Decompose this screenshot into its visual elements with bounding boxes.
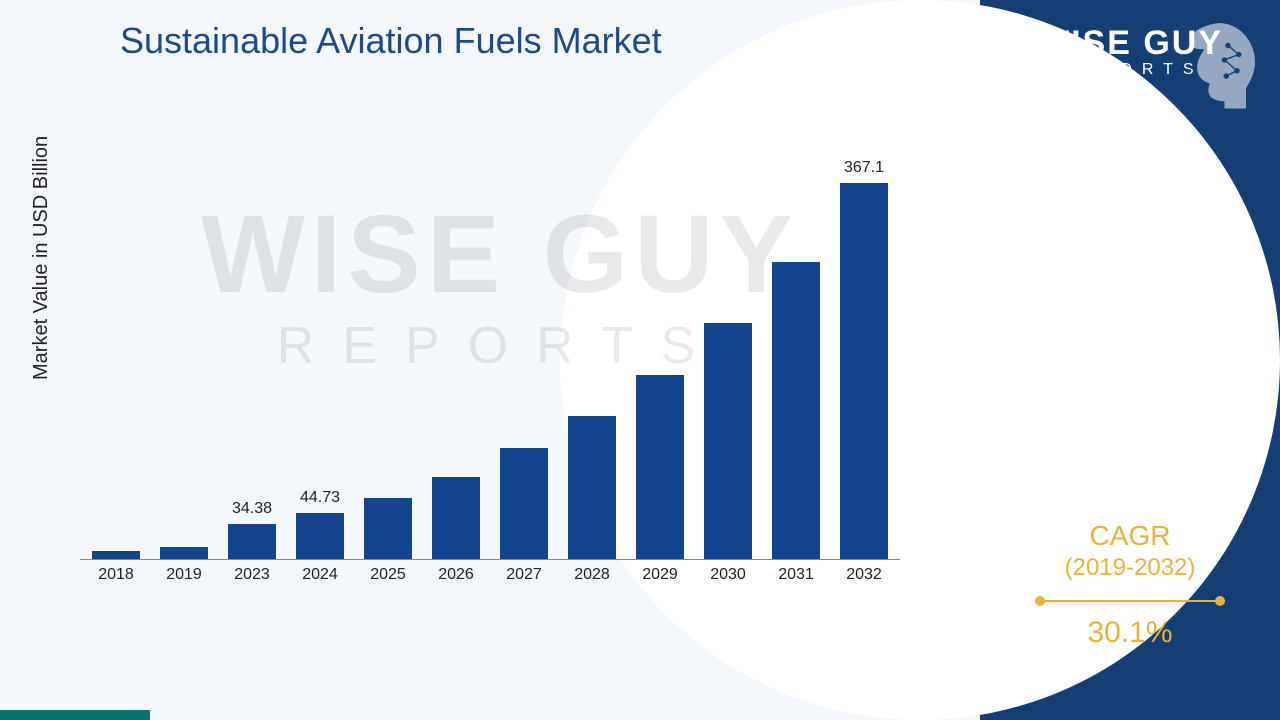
bar	[228, 524, 276, 559]
x-category-label: 2019	[166, 566, 202, 584]
cagr-block: CAGR (2019-2032) 30.1%	[1010, 520, 1250, 650]
x-category-label: 2026	[438, 566, 474, 584]
bar	[568, 416, 616, 560]
page-root: WISE GUY REPORTS Sustainable Aviation Fu…	[0, 0, 1280, 720]
bar	[364, 498, 412, 560]
bar	[704, 323, 752, 559]
y-axis-label: Market Value in USD Billion	[30, 136, 53, 380]
bar	[92, 551, 140, 559]
x-category-label: 2018	[98, 566, 134, 584]
x-category-label: 2029	[642, 566, 678, 584]
bar	[432, 477, 480, 559]
x-category-label: 2031	[778, 566, 814, 584]
bar	[500, 448, 548, 559]
logo-line2: REPORTS	[1010, 61, 1250, 79]
cagr-value: 30.1%	[1010, 616, 1250, 650]
bar	[772, 262, 820, 559]
logo-line1: WISE GUY	[1010, 24, 1250, 63]
cagr-label: CAGR	[1010, 520, 1250, 552]
accent-bar	[0, 710, 150, 720]
bar	[296, 513, 344, 559]
brand-logo: WISE GUY REPORTS	[1010, 24, 1250, 79]
x-category-label: 2027	[506, 566, 542, 584]
x-category-label: 2032	[846, 566, 882, 584]
x-category-label: 2023	[234, 566, 270, 584]
bar	[160, 547, 208, 559]
cagr-range: (2019-2032)	[1010, 554, 1250, 582]
bar-value-label: 44.73	[280, 489, 360, 507]
x-category-label: 2024	[302, 566, 338, 584]
bar	[636, 375, 684, 560]
plot-area: 34.3844.73367.1	[80, 150, 900, 560]
bar-value-label: 367.1	[824, 159, 904, 177]
bar-chart: 34.3844.73367.1 2018 2019 2023 2024 2025 2026…	[80, 150, 900, 590]
x-category-label: 2028	[574, 566, 610, 584]
chart-title: Sustainable Aviation Fuels Market	[120, 20, 662, 62]
x-category-label: 2025	[370, 566, 406, 584]
bar	[840, 183, 888, 559]
x-category-label: 2030	[710, 566, 746, 584]
cagr-separator	[1040, 600, 1220, 602]
